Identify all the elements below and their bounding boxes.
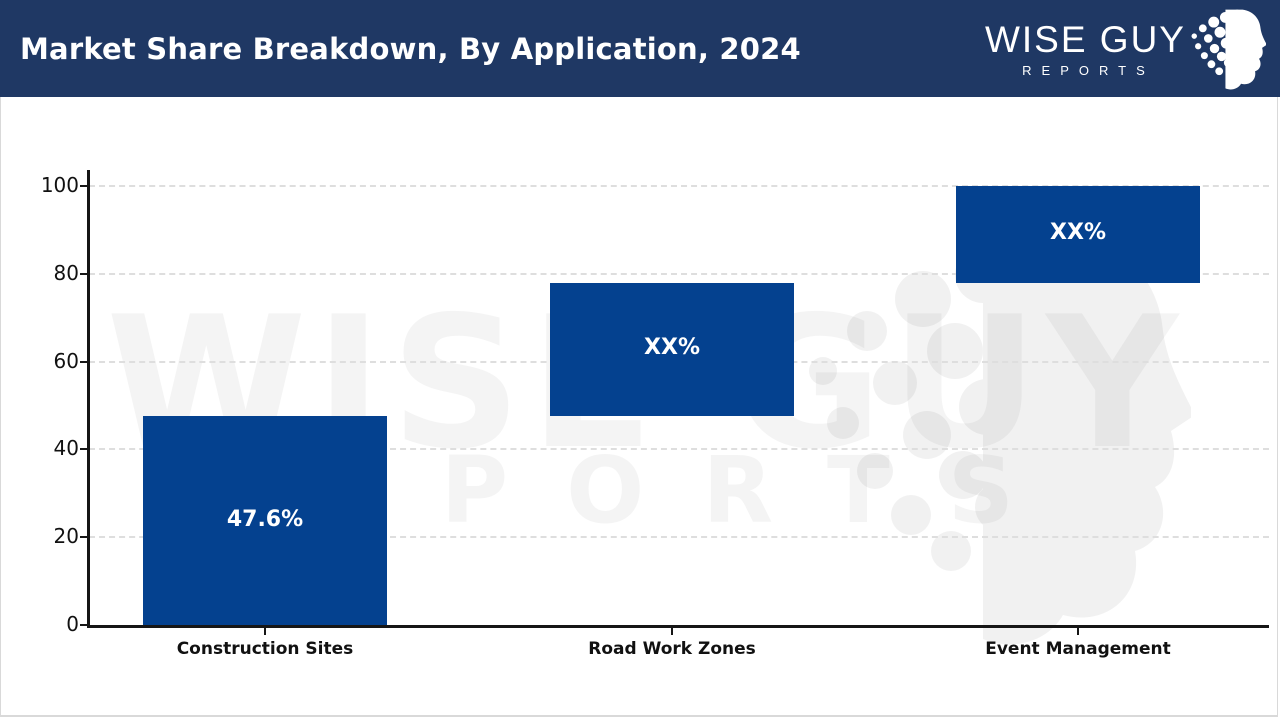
x-tick-mark [671,628,673,635]
bar-value-label: 47.6% [226,506,304,532]
y-tick-label: 0 [66,612,79,636]
bar-2 [956,186,1200,283]
bar-0 [143,416,387,625]
x-tick-mark [264,628,266,635]
y-tick-mark [80,185,89,187]
y-tick-mark [80,536,89,539]
y-tick-label: 60 [53,348,79,373]
chart-title: Market Share Breakdown, By Application, … [20,31,801,66]
header-bar: Market Share Breakdown, By Application, … [0,0,1280,97]
y-tick-mark [80,360,89,363]
gridline-20 [89,536,1269,539]
dotted-face-icon [1191,9,1266,89]
y-tick-mark [80,448,89,451]
y-tick-label: 80 [53,260,79,285]
y-tick-label: 40 [53,436,79,461]
chart-panel: WISE GUY REPORTS 02040608010047.6%Constr… [0,97,1278,717]
y-tick-label: 20 [53,524,79,549]
y-axis-line [87,170,90,628]
x-axis-line [87,625,1269,628]
x-tick-mark [1077,628,1079,635]
gridline-80 [89,272,1269,275]
gridline-40 [89,448,1269,451]
bar-1 [550,282,794,417]
x-tick-label: Construction Sites [176,639,354,659]
bar-value-label: XX% [1050,220,1106,246]
plot-area: 0 20 40 60 80 100 47.6% Construction Sites XX% Ro… [1,97,1277,715]
y-tick-label: 100 [40,173,79,197]
y-tick-mark [80,272,89,275]
brand-logo: WISE GUY REPORTS [985,8,1266,90]
brand-subname: REPORTS [1022,62,1155,78]
x-tick-label: Road Work Zones [588,639,756,659]
y-tick-mark [80,624,89,626]
brand-name: WISE GUY [984,18,1186,60]
bar-value-label: XX% [644,335,700,361]
brand-logo-text: WISE GUY REPORTS [985,21,1186,77]
x-tick-label: Event Management [985,639,1171,659]
gridline-100 [89,185,1269,187]
